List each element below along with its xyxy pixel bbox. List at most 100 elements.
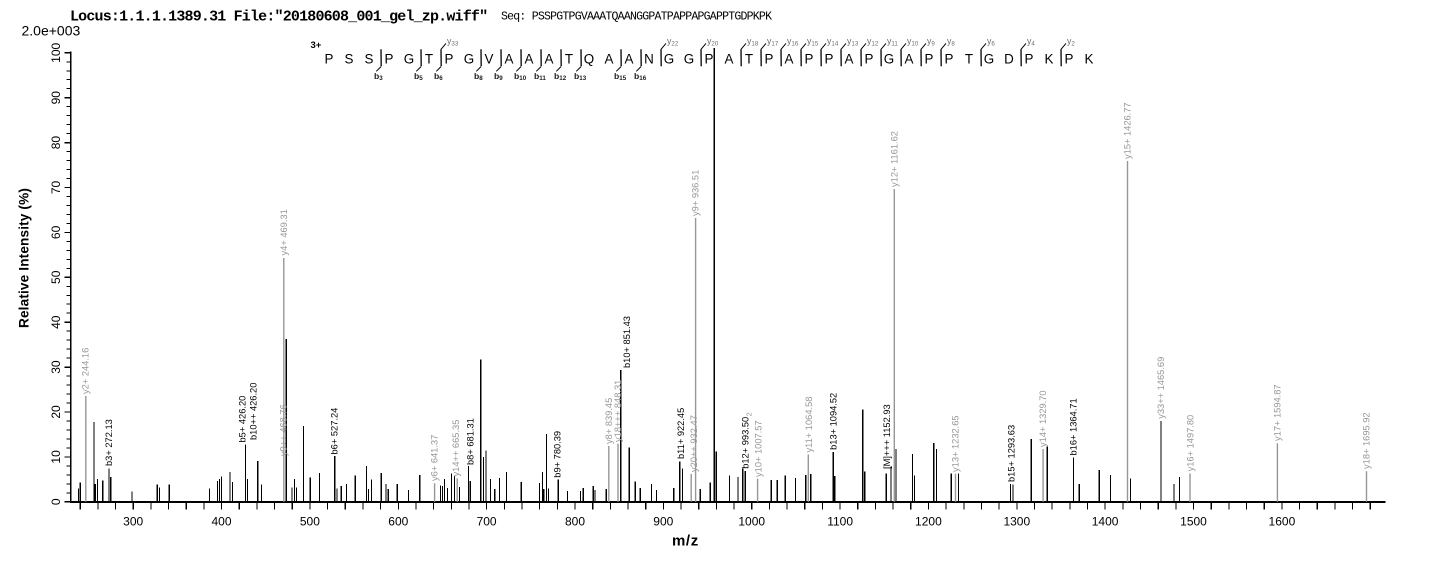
- svg-text:m/z: m/z: [672, 533, 699, 550]
- svg-text:A: A: [525, 51, 534, 66]
- svg-text:y10+ 1007.57: y10+ 1007.57: [754, 420, 764, 477]
- svg-text:y10: y10: [907, 36, 919, 47]
- svg-text:y22: y22: [667, 36, 679, 47]
- svg-text:V: V: [485, 51, 494, 66]
- svg-text:b5: b5: [414, 71, 423, 82]
- svg-text:b9+ 780.39: b9+ 780.39: [553, 431, 563, 478]
- svg-text:y15: y15: [807, 36, 819, 47]
- svg-text:b15: b15: [614, 71, 627, 82]
- svg-text:1500: 1500: [1180, 515, 1207, 529]
- svg-text:300: 300: [123, 515, 143, 529]
- svg-text:1100: 1100: [827, 515, 853, 529]
- svg-text:y12: y12: [867, 36, 879, 47]
- svg-text:y4: y4: [1027, 36, 1035, 47]
- svg-text:Relative Intensity (%): Relative Intensity (%): [17, 188, 32, 328]
- svg-text:b3: b3: [374, 71, 383, 82]
- svg-text:G: G: [464, 51, 474, 66]
- svg-text:b8: b8: [474, 71, 483, 82]
- svg-text:90: 90: [49, 91, 63, 105]
- svg-text:b11+ 922.45: b11+ 922.45: [676, 408, 686, 459]
- svg-text:60: 60: [49, 225, 63, 239]
- svg-text:G: G: [984, 51, 994, 66]
- svg-text:b8+ 681.31: b8+ 681.31: [466, 418, 476, 465]
- svg-text:y12+ 1161.62: y12+ 1161.62: [890, 131, 900, 187]
- svg-text:y9+ 936.51: y9+ 936.51: [691, 170, 701, 216]
- svg-text:y4+ 469.31: y4+ 469.31: [279, 209, 289, 255]
- svg-text:K: K: [1045, 51, 1054, 66]
- svg-text:Seq: PSSPGTPGVAAATQAANGGPATPAP: Seq: PSSPGTPGVAAATQAANGGPATPAPPAPGAPPTGD…: [501, 11, 772, 24]
- svg-text:10: 10: [49, 450, 63, 464]
- svg-text:y2+ 244.16: y2+ 244.16: [81, 348, 91, 394]
- svg-text:D: D: [1004, 51, 1014, 66]
- svg-text:80: 80: [49, 136, 63, 150]
- svg-text:b12: b12: [554, 71, 567, 82]
- svg-text:b12+ 993.502: b12+ 993.502: [741, 412, 754, 468]
- svg-text:70: 70: [49, 181, 63, 195]
- svg-text:b15+ 1293.63: b15+ 1293.63: [1007, 425, 1017, 482]
- svg-text:b9: b9: [494, 71, 503, 82]
- svg-text:P: P: [765, 51, 774, 66]
- svg-text:P: P: [325, 51, 334, 66]
- svg-text:[M]+++ 1152.93: [M]+++ 1152.93: [882, 404, 892, 469]
- svg-text:y16: y16: [787, 36, 799, 47]
- svg-text:Q: Q: [584, 51, 594, 66]
- svg-text:T: T: [965, 51, 973, 66]
- svg-text:P: P: [445, 51, 454, 66]
- svg-text:y8+ 839.45: y8+ 839.45: [604, 398, 614, 444]
- svg-text:y33: y33: [447, 36, 459, 47]
- svg-text:T: T: [565, 51, 573, 66]
- svg-text:400: 400: [211, 515, 231, 529]
- svg-text:y13: y13: [847, 36, 859, 47]
- svg-text:y15+ 1426.77: y15+ 1426.77: [1123, 102, 1133, 159]
- svg-text:y9: y9: [927, 36, 935, 47]
- svg-text:A: A: [625, 51, 634, 66]
- svg-text:A: A: [725, 51, 734, 66]
- svg-text:y2: y2: [1067, 36, 1075, 47]
- svg-text:y6+ 641.37: y6+ 641.37: [430, 435, 440, 481]
- svg-text:G: G: [684, 51, 694, 66]
- svg-text:T: T: [425, 51, 433, 66]
- svg-text:Locus:1.1.1.1389.31 File:"2018: Locus:1.1.1.1389.31 File:"20180608_001_g…: [70, 9, 487, 26]
- svg-text:40: 40: [49, 315, 63, 329]
- svg-text:G: G: [884, 51, 894, 66]
- svg-text:500: 500: [300, 515, 320, 529]
- svg-text:P: P: [805, 51, 814, 66]
- svg-text:K: K: [1085, 51, 1094, 66]
- svg-text:N: N: [644, 51, 654, 66]
- svg-text:y9++ 468.76: y9++ 468.76: [279, 404, 289, 456]
- svg-text:y18+++ 848.31: y18+++ 848.31: [613, 380, 623, 442]
- svg-text:b10++ 426.20: b10++ 426.20: [248, 383, 258, 440]
- svg-text:P: P: [1065, 51, 1074, 66]
- svg-text:y14+ 1329.70: y14+ 1329.70: [1038, 390, 1048, 447]
- svg-text:A: A: [545, 51, 554, 66]
- svg-text:P: P: [385, 51, 394, 66]
- svg-text:b3+ 272.13: b3+ 272.13: [104, 419, 114, 466]
- svg-text:P: P: [825, 51, 834, 66]
- svg-text:y6: y6: [987, 36, 995, 47]
- svg-text:y18: y18: [747, 36, 759, 47]
- svg-text:y33++ 1465.69: y33++ 1465.69: [1156, 357, 1166, 419]
- svg-text:30: 30: [49, 360, 63, 374]
- svg-text:P: P: [925, 51, 934, 66]
- svg-text:700: 700: [477, 515, 497, 529]
- svg-text:y11+ 1064.58: y11+ 1064.58: [804, 397, 814, 453]
- svg-text:P: P: [705, 51, 714, 66]
- svg-text:b10: b10: [514, 71, 527, 82]
- svg-text:1300: 1300: [1003, 515, 1030, 529]
- svg-text:P: P: [945, 51, 954, 66]
- svg-text:A: A: [905, 51, 914, 66]
- svg-text:y17+ 1594.87: y17+ 1594.87: [1273, 384, 1283, 441]
- svg-text:1600: 1600: [1269, 515, 1296, 529]
- svg-text:0: 0: [49, 498, 63, 505]
- svg-text:2.0e+003: 2.0e+003: [22, 23, 81, 39]
- svg-text:y13+ 1232.65: y13+ 1232.65: [951, 415, 961, 472]
- svg-text:y16+ 1497.80: y16+ 1497.80: [1186, 415, 1196, 472]
- svg-text:A: A: [785, 51, 794, 66]
- svg-text:b11: b11: [534, 71, 546, 82]
- svg-text:800: 800: [565, 515, 585, 529]
- svg-text:600: 600: [388, 515, 408, 529]
- svg-text:b13: b13: [574, 71, 587, 82]
- svg-text:y18+ 1695.92: y18+ 1695.92: [1362, 412, 1372, 469]
- svg-text:3+: 3+: [311, 40, 322, 51]
- svg-text:A: A: [505, 51, 514, 66]
